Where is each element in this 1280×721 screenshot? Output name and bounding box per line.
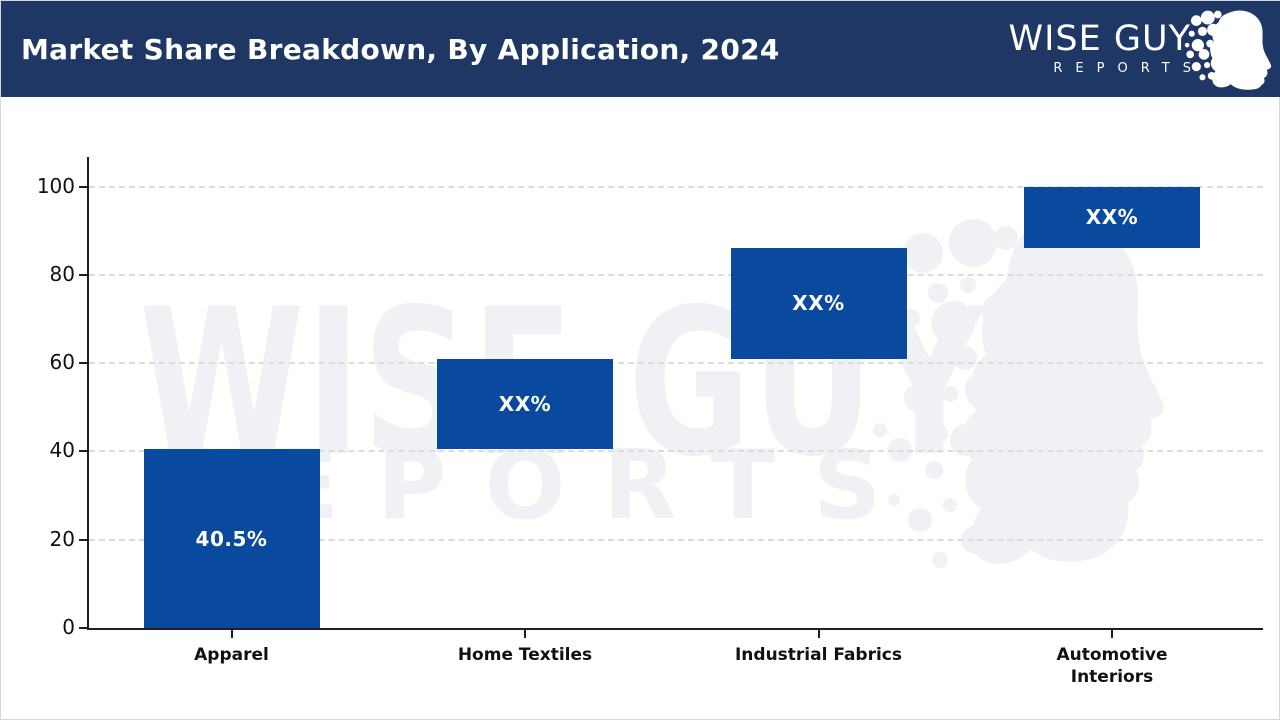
- y-tick-100: [79, 185, 87, 188]
- gridline-40: [89, 450, 1263, 453]
- y-axis-line: [87, 157, 89, 630]
- x-axis-label-automotive-interiors: Automotive Interiors: [1056, 645, 1168, 688]
- bar-apparel: 40.5%: [143, 449, 320, 628]
- y-tick-label-60: 60: [49, 350, 75, 375]
- x-axis-label-home-textiles: Home Textiles: [457, 645, 593, 665]
- gridline-100: [89, 185, 1263, 188]
- gridline-60: [89, 362, 1263, 365]
- x-axis-line: [87, 628, 1263, 630]
- bar-home-textiles: XX%: [437, 358, 613, 450]
- bar-industrial-fabrics: XX%: [730, 248, 907, 359]
- y-tick-label-40: 40: [49, 438, 75, 463]
- x-axis-label-apparel: Apparel: [194, 645, 269, 665]
- bar-value-label-apparel: 40.5%: [195, 526, 268, 551]
- x-axis-label-industrial-fabrics: Industrial Fabrics: [734, 645, 903, 665]
- waterfall-chart: 40.5% XX% XX% XX% 0 20 40 60 80 100 Apparel Home Te…: [1, 97, 1280, 721]
- page-title: Market Share Breakdown, By Application, …: [21, 32, 780, 66]
- bar-value-label-industrial-fabrics: XX%: [792, 291, 845, 316]
- header-band: Market Share Breakdown, By Application, …: [1, 1, 1280, 97]
- y-tick-40: [79, 450, 87, 453]
- bar-automotive-interiors: XX%: [1024, 186, 1200, 249]
- y-tick-20: [79, 538, 87, 541]
- wiseguy-head-icon: [1184, 10, 1272, 90]
- y-tick-label-0: 0: [62, 615, 75, 639]
- x-tick-industrial-fabrics: [817, 630, 820, 638]
- y-tick-label-80: 80: [49, 261, 75, 286]
- gridline-80: [89, 273, 1263, 276]
- bar-value-label-home-textiles: XX%: [498, 391, 552, 416]
- wiseguy-logo: WISE GUY REPORTS: [1008, 5, 1273, 93]
- y-tick-label-20: 20: [49, 526, 75, 551]
- x-tick-apparel: [230, 630, 233, 638]
- gridline-20: [89, 538, 1263, 541]
- y-tick-0: [79, 627, 87, 629]
- watermark-head-icon: [873, 219, 1165, 568]
- y-tick-80: [79, 273, 87, 276]
- y-tick-label-100: 100: [36, 173, 75, 198]
- bar-value-label-automotive-interiors: XX%: [1085, 205, 1139, 230]
- x-tick-home-textiles: [524, 630, 526, 638]
- y-tick-60: [79, 362, 87, 365]
- wiseguy-logo-text: WISE GUY REPORTS: [1008, 19, 1191, 77]
- wiseguy-logo-line2: REPORTS: [1053, 61, 1204, 76]
- x-tick-automotive-interiors: [1111, 630, 1113, 638]
- wiseguy-logo-line1: WISE GUY: [1008, 19, 1191, 59]
